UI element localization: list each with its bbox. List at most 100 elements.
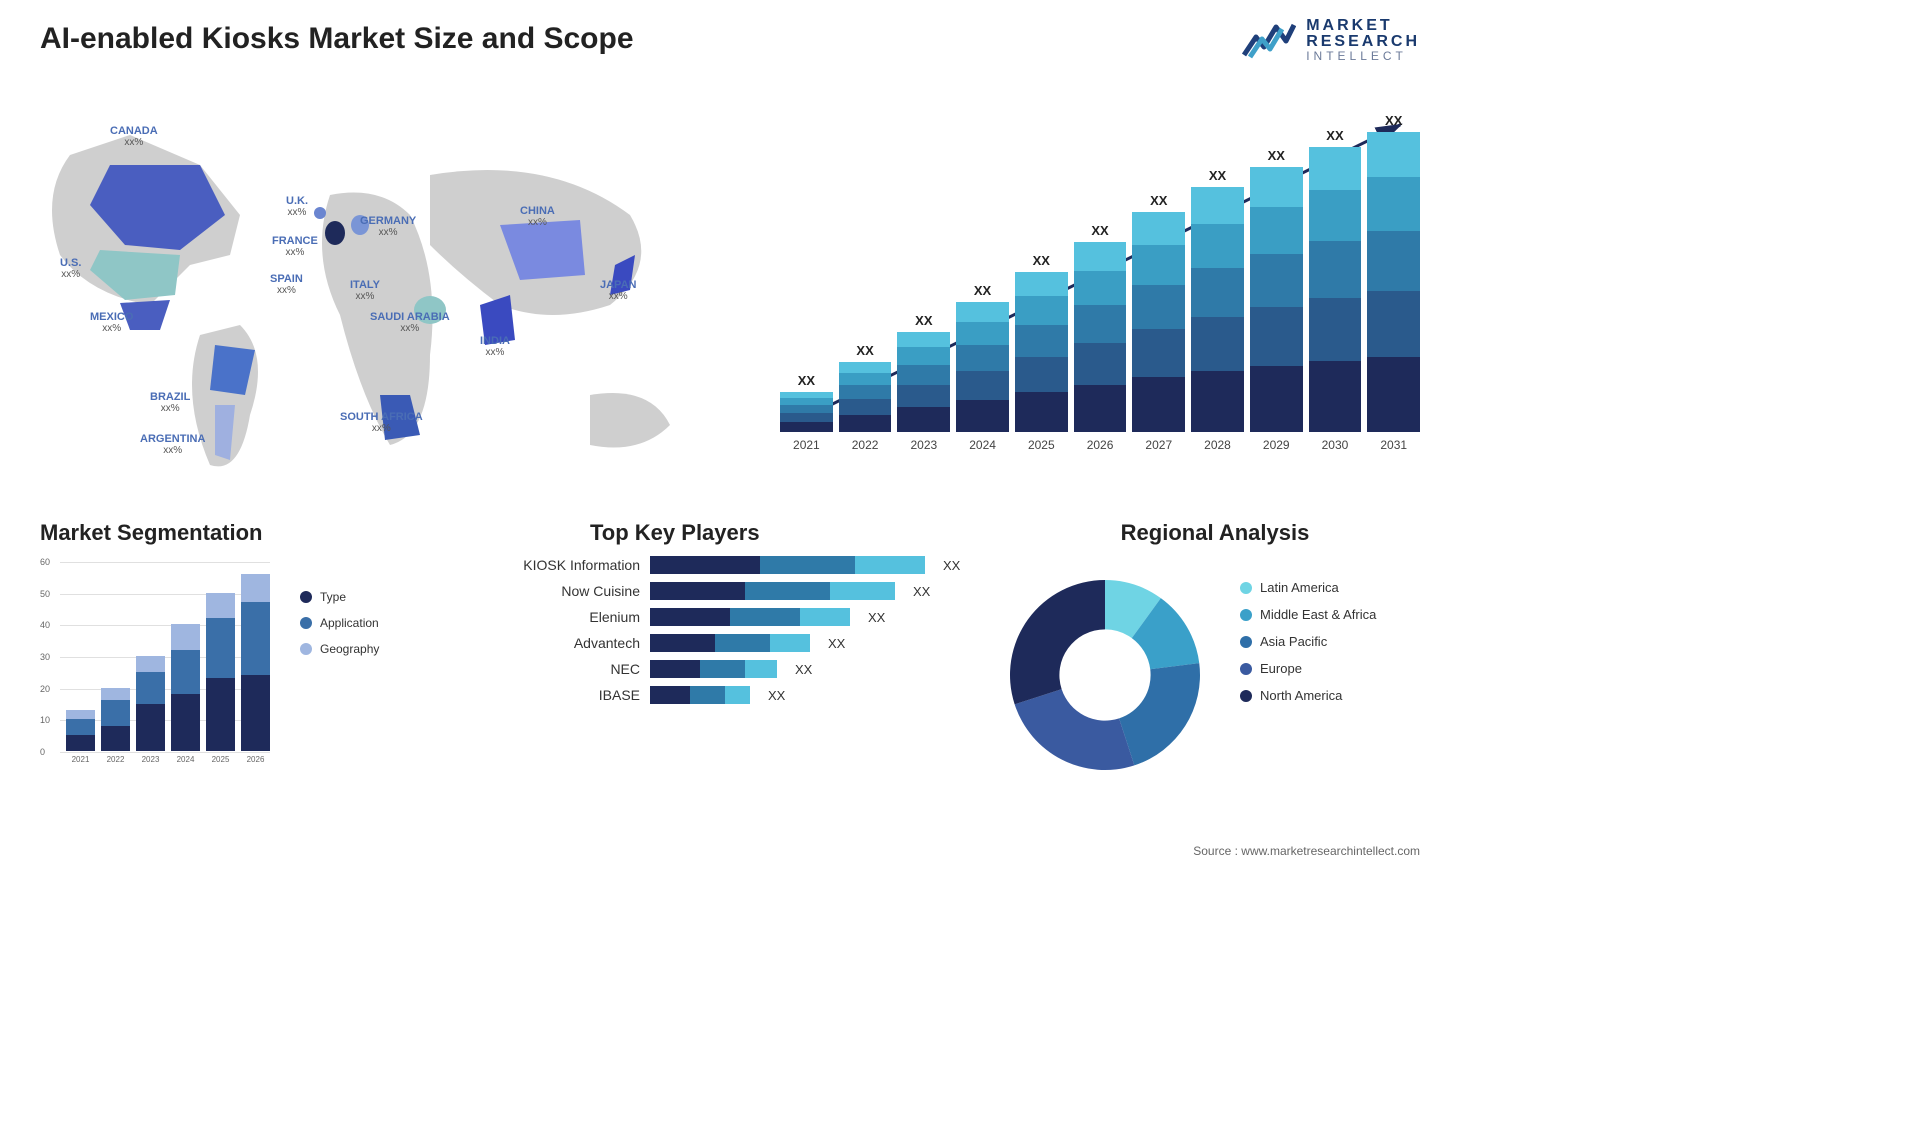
seg-ylabel: 0: [40, 747, 45, 757]
player-bar: [650, 686, 750, 704]
donut-slice: [1010, 580, 1105, 704]
map-label-brazil: BRAZILxx%: [150, 391, 190, 414]
growth-bar-value: XX: [1209, 168, 1226, 183]
seg-legend-item: Application: [300, 616, 379, 630]
seg-bar-2023: 2023: [136, 656, 165, 764]
player-value: XX: [768, 688, 785, 703]
growth-bar-year: 2026: [1087, 438, 1114, 452]
growth-bar-year: 2024: [969, 438, 996, 452]
growth-bar-value: XX: [1268, 148, 1285, 163]
player-bar: [650, 634, 810, 652]
seg-legend-item: Type: [300, 590, 379, 604]
player-bar: [650, 582, 895, 600]
growth-bar-year: 2023: [910, 438, 937, 452]
player-label: KIOSK Information: [500, 557, 640, 573]
map-label-u-k-: U.K.xx%: [286, 195, 308, 218]
regional-title: Regional Analysis: [1000, 520, 1430, 546]
player-label: Advantech: [500, 635, 640, 651]
growth-bar-value: XX: [1326, 128, 1343, 143]
seg-bar-year: 2021: [72, 755, 90, 764]
seg-ylabel: 60: [40, 557, 50, 567]
player-label: Elenium: [500, 609, 640, 625]
players-title: Top Key Players: [590, 520, 970, 546]
brand-logo: MARKET RESEARCH INTELLECT: [1242, 18, 1420, 62]
page-title: AI-enabled Kiosks Market Size and Scope: [40, 22, 634, 56]
donut-slice: [1015, 689, 1135, 770]
player-value: XX: [828, 636, 845, 651]
growth-bar-value: XX: [974, 283, 991, 298]
map-label-china: CHINAxx%: [520, 205, 555, 228]
regional-panel: Regional Analysis Latin America Middle Ea…: [1000, 520, 1430, 810]
player-row: Elenium XX: [500, 608, 970, 626]
map-label-saudi-arabia: SAUDI ARABIAxx%: [370, 311, 450, 334]
segmentation-chart: 0102030405060 202120222023202420252026: [40, 562, 270, 782]
map-label-india: INDIAxx%: [480, 335, 510, 358]
players-panel: Top Key Players KIOSK InformationXXNow C…: [500, 520, 970, 810]
growth-bar-2030: XX2030: [1309, 128, 1362, 452]
segmentation-panel: Market Segmentation 0 10 20 30 40 50 60 2021 20…: [40, 520, 470, 810]
map-label-france: FRANCExx%: [272, 235, 318, 258]
player-bar: [650, 556, 925, 574]
growth-bar-2026: XX 2026: [1074, 223, 1127, 452]
player-value: XX: [943, 558, 960, 573]
seg-ylabel: 20: [40, 684, 50, 694]
world-map: CANADAxx%U.S.xx%MEXICOxx%BRAZILxx%ARGENT…: [30, 95, 730, 495]
source-label: Source : www.marketresearchintellect.com: [1193, 844, 1420, 858]
segmentation-title: Market Segmentation: [40, 520, 470, 546]
growth-bar-year: 2021: [793, 438, 820, 452]
player-bar: [650, 608, 850, 626]
growth-chart: XX2021XX2022XX2023XX2024XX2025XX2026XX20…: [780, 100, 1420, 480]
player-row: Now Cuisine XX: [500, 582, 970, 600]
player-value: XX: [913, 584, 930, 599]
growth-bar-value: XX: [1033, 253, 1050, 268]
regional-legend-item: Middle East & Africa: [1240, 607, 1376, 622]
player-row: NECXX: [500, 660, 970, 678]
map-label-japan: JAPANxx%: [600, 279, 636, 302]
growth-bar-value: XX: [856, 343, 873, 358]
regional-legend-item: Asia Pacific: [1240, 634, 1376, 649]
player-value: XX: [868, 610, 885, 625]
growth-bar-year: 2029: [1263, 438, 1290, 452]
regional-donut: [1000, 570, 1210, 780]
seg-ylabel: 30: [40, 652, 50, 662]
player-bar: [650, 660, 777, 678]
seg-bar-year: 2022: [107, 755, 125, 764]
seg-bar-year: 2026: [247, 755, 265, 764]
growth-bar-2029: XX 2029: [1250, 148, 1303, 452]
seg-ylabel: 50: [40, 589, 50, 599]
donut-slice: [1119, 663, 1200, 765]
growth-bar-value: XX: [1091, 223, 1108, 238]
map-label-germany: GERMANYxx%: [360, 215, 416, 238]
player-label: NEC: [500, 661, 640, 677]
player-label: IBASE: [500, 687, 640, 703]
growth-bar-2031: XX 2031: [1367, 113, 1420, 452]
seg-bar-2026: 2026: [241, 574, 270, 764]
growth-bar-2022: XX2022: [839, 343, 892, 452]
regional-legend: Latin America Middle East & Africa Asia Pa…: [1240, 580, 1376, 715]
player-row: Advantech XX: [500, 634, 970, 652]
growth-bar-year: 2028: [1204, 438, 1231, 452]
growth-bar-2021: XX2021: [780, 373, 833, 452]
player-row: IBASE XX: [500, 686, 970, 704]
map-label-canada: CANADAxx%: [110, 125, 158, 148]
seg-legend-item: Geography: [300, 642, 379, 656]
map-label-italy: ITALYxx%: [350, 279, 380, 302]
seg-bar-2022: 2022: [101, 688, 130, 764]
logo-line1: MARKET: [1306, 18, 1420, 34]
growth-bar-2028: XX 2028: [1191, 168, 1244, 452]
seg-bar-year: 2024: [177, 755, 195, 764]
seg-ylabel: 10: [40, 715, 50, 725]
growth-bar-2025: XX2025: [1015, 253, 1068, 452]
growth-bar-value: XX: [1385, 113, 1402, 128]
map-label-spain: SPAINxx%: [270, 273, 303, 296]
seg-bar-2024: 2024: [171, 624, 200, 764]
player-row: KIOSK Information XX: [500, 556, 970, 574]
player-label: Now Cuisine: [500, 583, 640, 599]
segmentation-legend: Type Application Geography: [300, 590, 379, 668]
growth-bar-2024: XX 2024: [956, 283, 1009, 452]
regional-legend-item: Latin America: [1240, 580, 1376, 595]
map-label-mexico: MEXICOxx%: [90, 311, 133, 334]
seg-ylabel: 40: [40, 620, 50, 630]
growth-bar-year: 2031: [1380, 438, 1407, 452]
logo-line3: INTELLECT: [1306, 50, 1420, 62]
